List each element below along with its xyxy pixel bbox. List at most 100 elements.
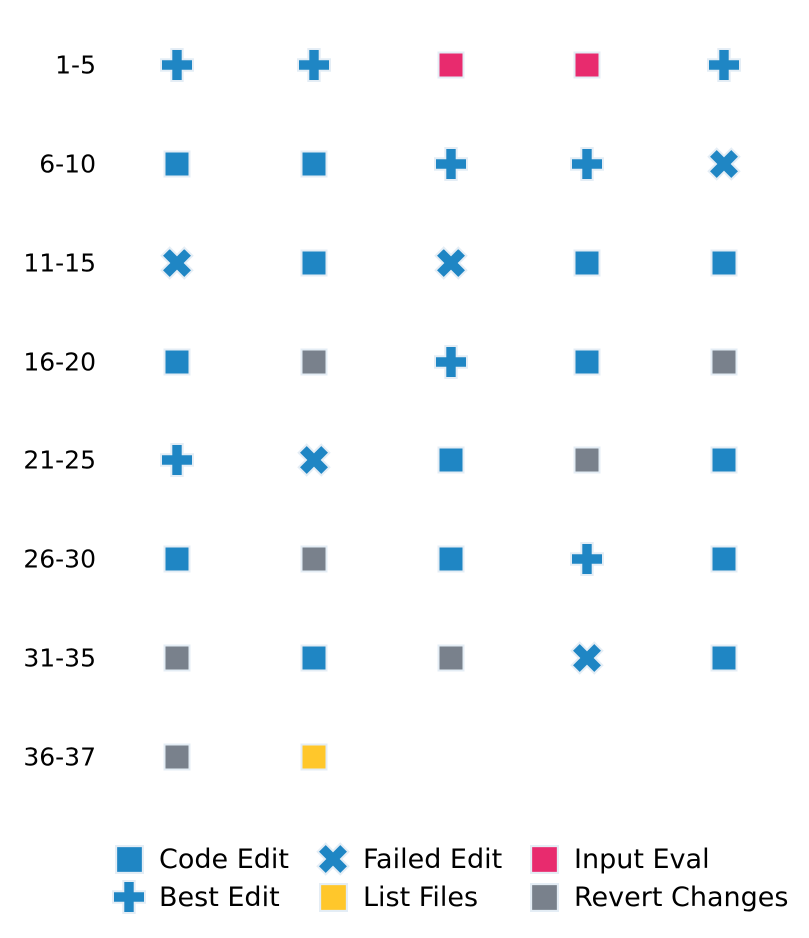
marker-revert-changes (573, 446, 601, 474)
square-icon (710, 348, 738, 376)
marker-best-edit (570, 147, 604, 181)
y-tick-label: 1-5 (55, 50, 96, 80)
square-icon (316, 880, 350, 914)
y-tick-label: 6-10 (39, 149, 96, 179)
marker-code-edit (163, 150, 191, 178)
square-icon (437, 51, 465, 79)
square-icon (163, 545, 191, 573)
y-tick-label: 16-20 (23, 347, 96, 377)
x-icon (316, 842, 350, 876)
marker-code-edit (300, 249, 328, 277)
marker-input-eval (573, 51, 601, 79)
legend-label: Input Eval (574, 843, 710, 875)
square-icon (300, 150, 328, 178)
square-icon (437, 446, 465, 474)
square-icon (163, 150, 191, 178)
legend-label: List Files (363, 881, 479, 913)
legend: Code Edit Failed Edit Input Eval Best Edit L… (112, 840, 788, 916)
marker-code-edit (300, 644, 328, 672)
y-tick-label: 26-30 (23, 544, 96, 574)
square-icon (300, 348, 328, 376)
marker-best-edit (160, 48, 194, 82)
y-tick-label: 21-25 (23, 445, 96, 475)
marker-revert-changes (300, 348, 328, 376)
plus-icon (160, 48, 194, 82)
legend-item-list-files: List Files (316, 878, 527, 916)
square-icon (437, 545, 465, 573)
square-icon (573, 446, 601, 474)
marker-code-edit (710, 644, 738, 672)
y-tick-label: 11-15 (23, 248, 96, 278)
plus-icon (570, 147, 604, 181)
marker-failed-edit (160, 246, 194, 280)
marker-code-edit (163, 348, 191, 376)
marker-code-edit (710, 249, 738, 277)
square-icon (300, 644, 328, 672)
marker-revert-changes (710, 348, 738, 376)
plus-icon (707, 48, 741, 82)
marker-failed-edit (707, 147, 741, 181)
x-icon (570, 641, 604, 675)
marker-code-edit (710, 545, 738, 573)
legend-item-failed-edit: Failed Edit (316, 840, 527, 878)
square-icon (527, 880, 561, 914)
marker-input-eval (437, 51, 465, 79)
marker-code-edit (437, 545, 465, 573)
marker-best-edit (434, 147, 468, 181)
x-icon (434, 246, 468, 280)
legend-item-code-edit: Code Edit (112, 840, 316, 878)
marker-failed-edit (434, 246, 468, 280)
x-icon (160, 246, 194, 280)
marker-revert-changes (163, 743, 191, 771)
square-icon (112, 842, 146, 876)
square-icon (300, 743, 328, 771)
legend-label: Failed Edit (363, 843, 503, 875)
square-icon (573, 249, 601, 277)
plus-icon (160, 443, 194, 477)
marker-best-edit (570, 542, 604, 576)
marker-code-edit (300, 150, 328, 178)
y-tick-label: 36-37 (23, 742, 96, 772)
square-icon (163, 743, 191, 771)
marker-code-edit (710, 446, 738, 474)
marker-revert-changes (163, 644, 191, 672)
square-icon (300, 545, 328, 573)
plus-icon (297, 48, 331, 82)
square-icon (163, 348, 191, 376)
marker-best-edit (434, 345, 468, 379)
plus-icon (434, 345, 468, 379)
square-icon (437, 644, 465, 672)
square-icon (163, 644, 191, 672)
marker-code-edit (573, 348, 601, 376)
plus-icon (570, 542, 604, 576)
marker-best-edit (297, 48, 331, 82)
marker-best-edit (160, 443, 194, 477)
y-tick-label: 31-35 (23, 643, 96, 673)
marker-code-edit (573, 249, 601, 277)
plus-icon (112, 880, 146, 914)
square-icon (710, 644, 738, 672)
square-icon (710, 249, 738, 277)
marker-code-edit (437, 446, 465, 474)
marker-code-edit (163, 545, 191, 573)
marker-list-files (300, 743, 328, 771)
marker-failed-edit (570, 641, 604, 675)
square-icon (573, 348, 601, 376)
marker-failed-edit (297, 443, 331, 477)
legend-item-revert-changes: Revert Changes (527, 878, 788, 916)
square-icon (527, 842, 561, 876)
legend-item-best-edit: Best Edit (112, 878, 316, 916)
legend-item-input-eval: Input Eval (527, 840, 788, 878)
x-icon (707, 147, 741, 181)
legend-label: Revert Changes (574, 881, 789, 913)
square-icon (300, 249, 328, 277)
legend-label: Best Edit (159, 881, 280, 913)
square-icon (573, 51, 601, 79)
square-icon (710, 446, 738, 474)
square-icon (710, 545, 738, 573)
x-icon (297, 443, 331, 477)
plus-icon (434, 147, 468, 181)
marker-revert-changes (300, 545, 328, 573)
marker-revert-changes (437, 644, 465, 672)
